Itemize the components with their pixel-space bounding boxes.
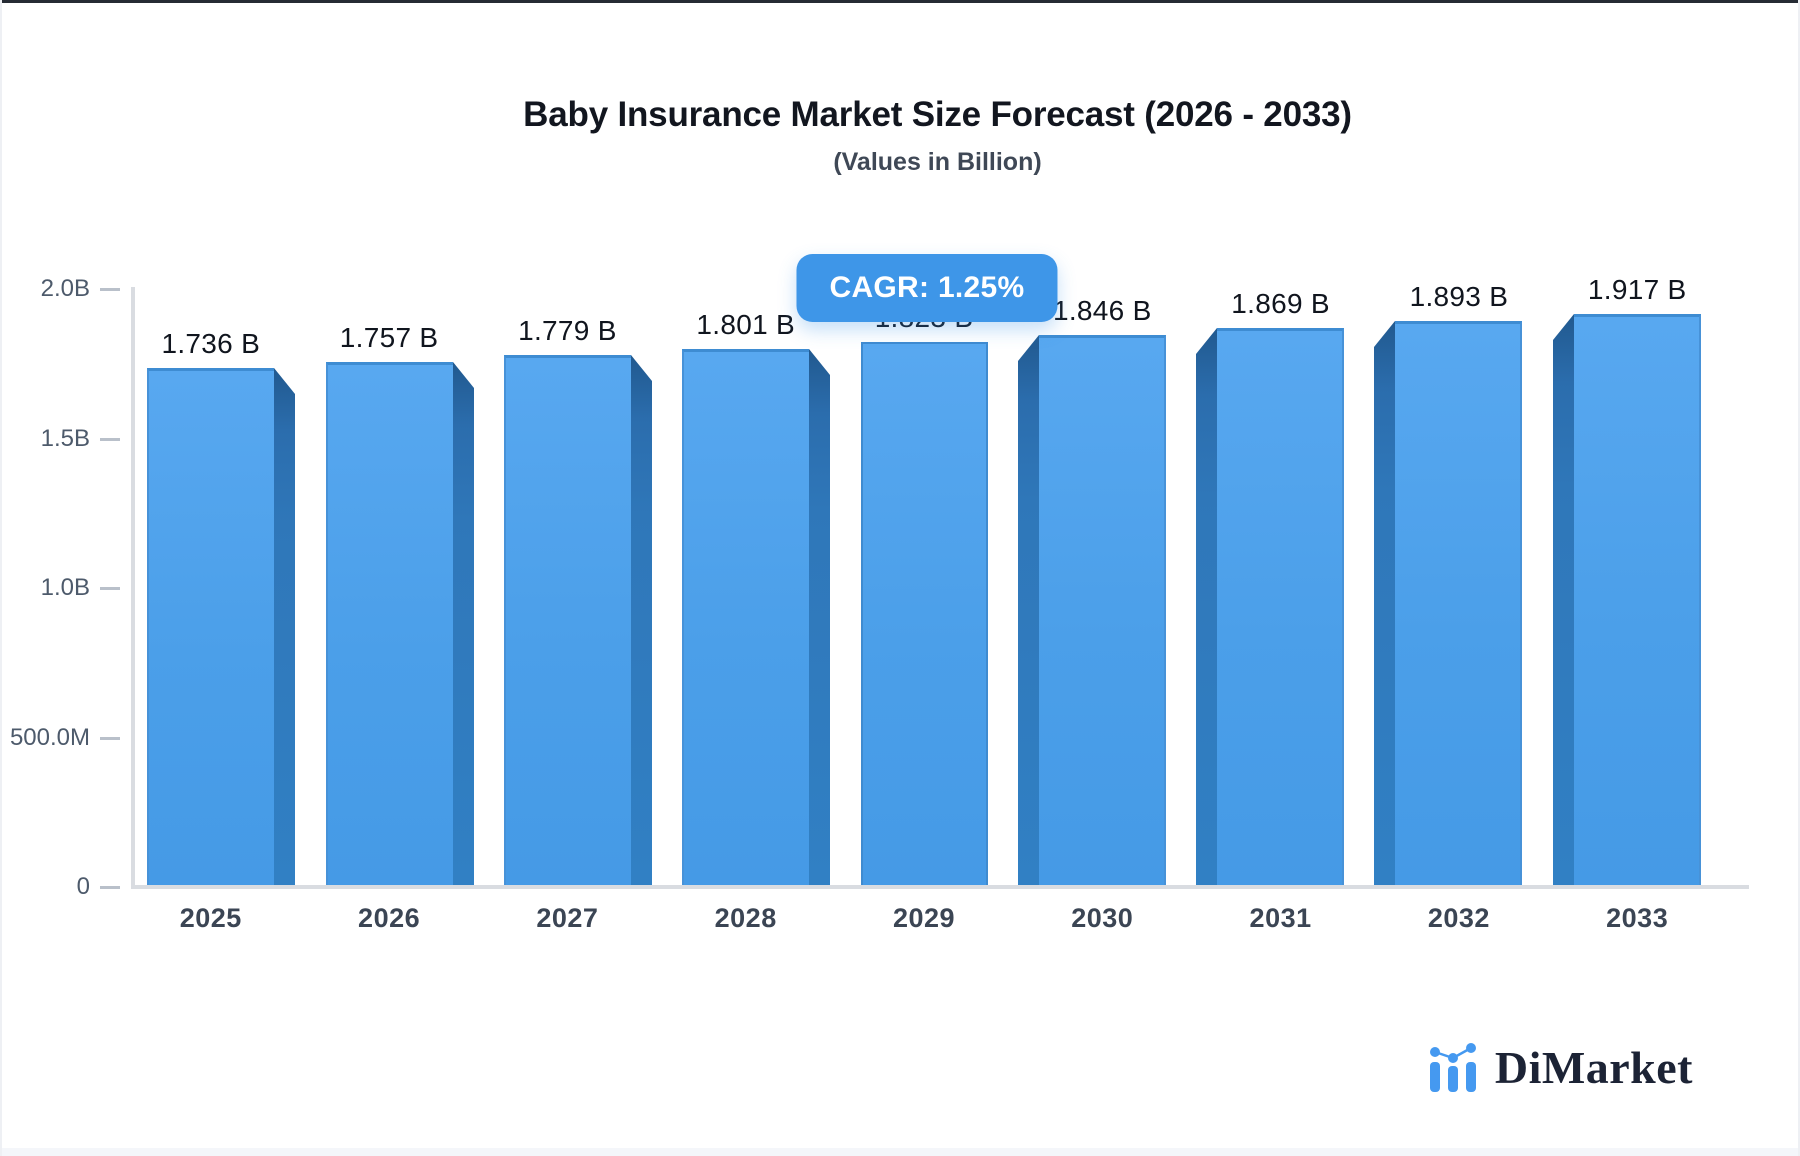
window-top-edge [2,0,1798,3]
x-axis-label-2027: 2027 [536,903,599,933]
y-tick-mark-3 [100,736,120,740]
x-axis-label-2026: 2026 [358,903,421,933]
bar-side-2031 [1196,328,1217,885]
x-axis-label-2028: 2028 [714,903,777,933]
x-axis-label-2032: 2032 [1427,903,1490,933]
bar-2032[interactable] [1395,321,1522,885]
y-tick-mark-4 [100,886,120,889]
y-tick-mark-0 [100,288,120,291]
window-bottom-edge [2,1148,1798,1156]
bar-side-2026 [453,362,474,885]
x-axis-label-2030: 2030 [1071,903,1134,933]
bar-side-2028 [809,349,830,885]
bar-side-2030 [1018,335,1039,885]
bar-value-label-2026: 1.757 B [339,322,439,353]
y-tick-mark-2 [100,587,120,590]
bar-2026[interactable] [326,362,453,885]
bar-2030[interactable] [1039,335,1166,885]
bar-value-label-2030: 1.846 B [1052,295,1152,326]
bar-value-label-2025: 1.736 B [161,328,261,359]
y-axis-line [131,287,135,887]
bar-value-label-2028: 1.801 B [696,309,795,340]
bar-value-label-2027: 1.779 B [518,315,617,346]
chart-subtitle: (Values in Billion) [833,148,1042,176]
x-axis-label-2033: 2033 [1606,903,1669,933]
y-tick-label-2: 1.0B [40,574,90,601]
bar-value-label-2033: 1.917 B [1587,274,1687,305]
x-axis-label-2029: 2029 [892,903,956,933]
y-tick-label-1: 1.5B [40,424,90,452]
y-tick-label-4: 0 [76,873,90,900]
y-tick-label-0: 2.0B [40,275,90,302]
bar-side-2025 [274,368,295,885]
bar-side-2033 [1553,314,1574,885]
x-axis-label-2025: 2025 [179,903,242,933]
bar-2031[interactable] [1217,328,1344,885]
y-tick-mark-1 [100,437,120,441]
bar-2027[interactable] [504,355,631,885]
bar-value-label-2032: 1.893 B [1409,281,1509,312]
brand-logo: DiMarket [1428,1040,1693,1094]
cagr-badge: CAGR: 1.25% [796,254,1058,322]
bar-value-label-2031: 1.869 B [1231,288,1330,319]
bar-2025[interactable] [147,368,274,885]
bar-side-2027 [631,355,652,885]
brand-logo-text: DiMarket [1494,1041,1693,1093]
dimarket-bars-icon [1429,1043,1476,1092]
bar-2028[interactable] [682,349,809,885]
bar-side-2032 [1374,321,1395,885]
x-axis-line [131,885,1749,889]
bar-2033[interactable] [1574,314,1701,885]
x-axis-label-2031: 2031 [1249,903,1312,933]
chart-title: Baby Insurance Market Size Forecast (202… [523,95,1352,134]
y-tick-label-3: 500.0M [9,723,90,751]
bar-2029[interactable] [861,342,988,885]
